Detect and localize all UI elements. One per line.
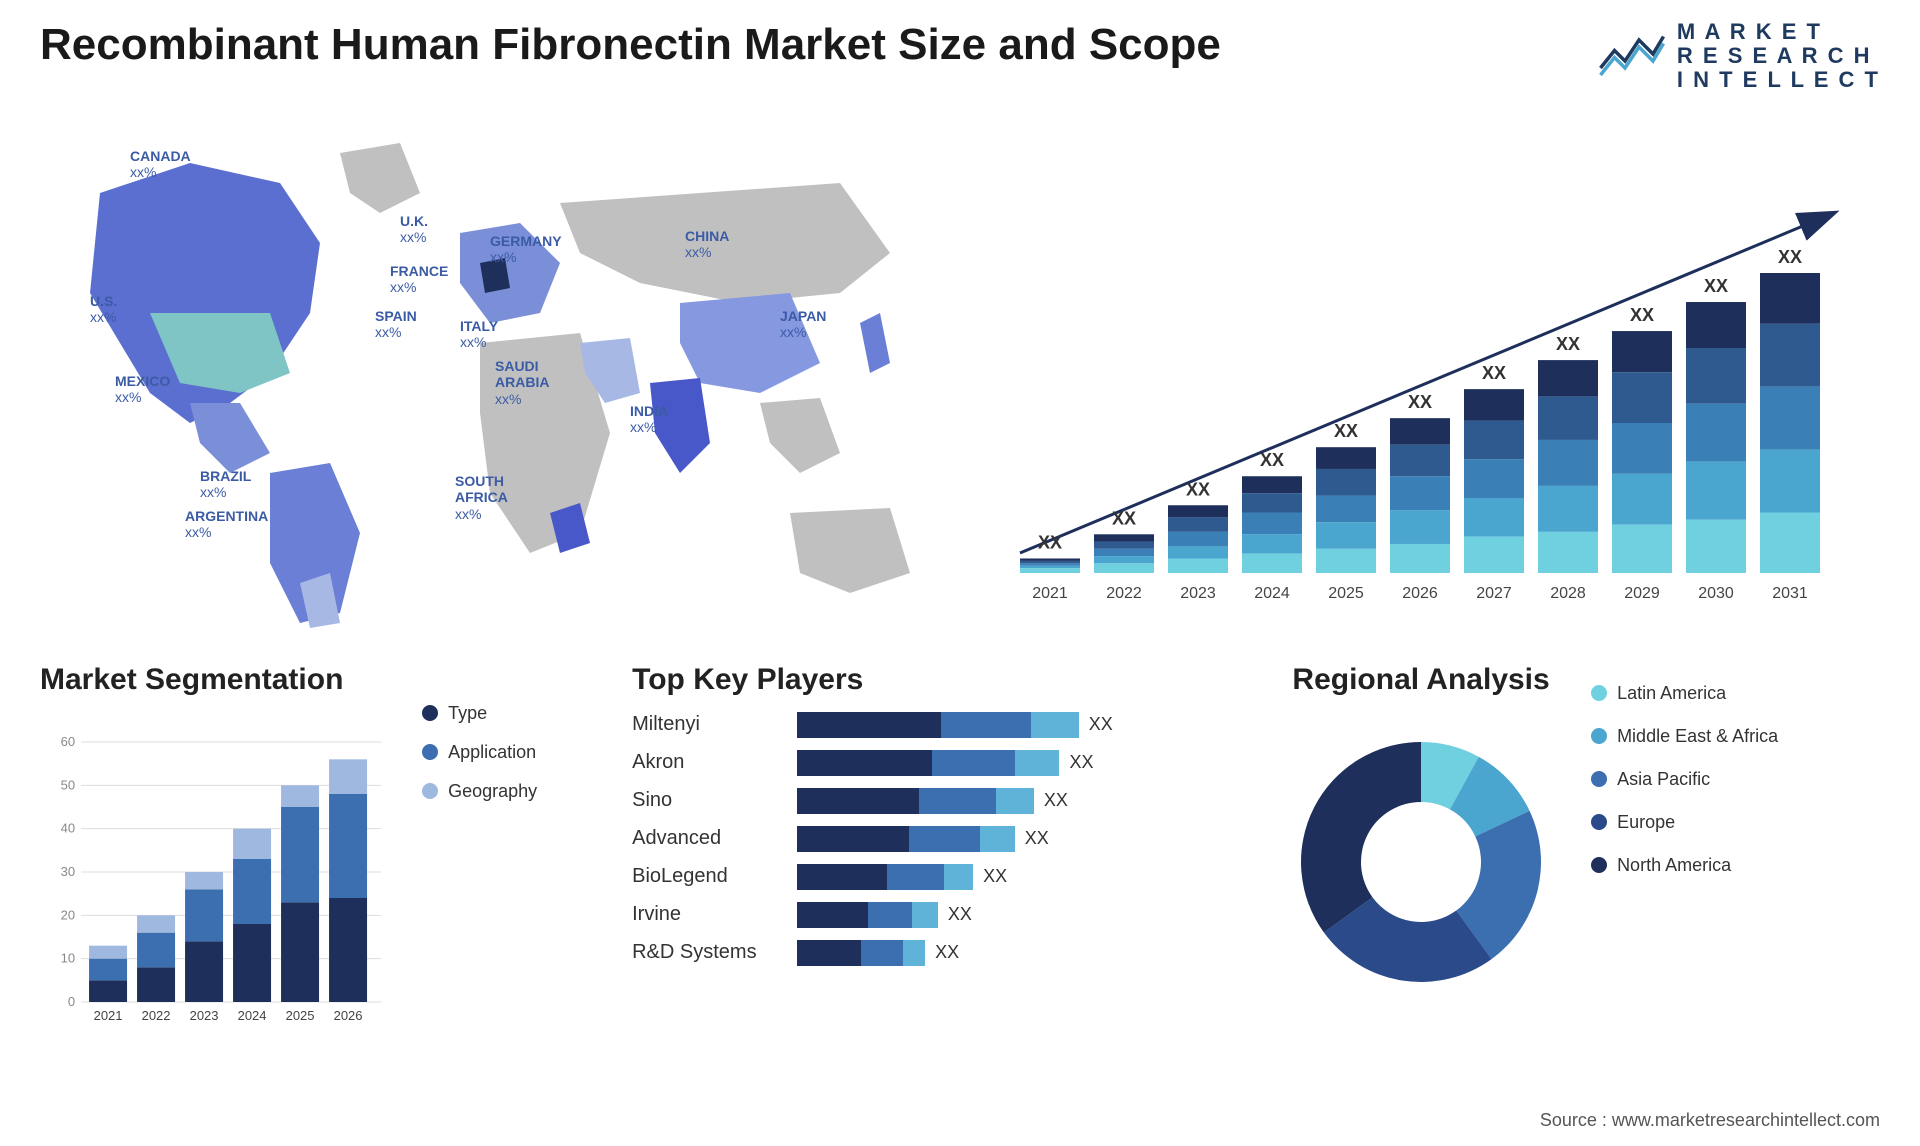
legend-item: Europe bbox=[1591, 812, 1778, 833]
segmentation-title: Market Segmentation bbox=[40, 663, 402, 697]
map-label: MEXICOxx% bbox=[115, 373, 170, 407]
regional-title: Regional Analysis bbox=[1271, 663, 1571, 697]
svg-text:2025: 2025 bbox=[286, 1008, 315, 1023]
player-row: Akron XX bbox=[632, 750, 1241, 776]
map-label: GERMANYxx% bbox=[490, 233, 562, 267]
world-map: CANADAxx% U.S.xx% MEXICOxx% BRAZILxx% ARGENT… bbox=[40, 113, 940, 633]
map-label: U.K.xx% bbox=[400, 213, 428, 247]
player-row: BioLegend XX bbox=[632, 864, 1241, 890]
map-label: FRANCExx% bbox=[390, 263, 448, 297]
regional-legend: Latin America Middle East & Africa Asia Pa… bbox=[1591, 663, 1778, 876]
player-row: R&D Systems XX bbox=[632, 940, 1241, 966]
svg-text:XX: XX bbox=[1334, 421, 1358, 441]
svg-text:2026: 2026 bbox=[334, 1008, 363, 1023]
svg-text:2022: 2022 bbox=[142, 1008, 171, 1023]
svg-text:2021: 2021 bbox=[1032, 585, 1068, 602]
svg-text:20: 20 bbox=[61, 907, 75, 922]
legend-item: North America bbox=[1591, 855, 1778, 876]
svg-text:2030: 2030 bbox=[1698, 585, 1734, 602]
svg-text:2025: 2025 bbox=[1328, 585, 1364, 602]
logo-line3: I N T E L L E C T bbox=[1677, 68, 1880, 92]
svg-text:XX: XX bbox=[1778, 247, 1802, 267]
svg-text:XX: XX bbox=[1556, 334, 1580, 354]
svg-text:2022: 2022 bbox=[1106, 585, 1142, 602]
regional-donut bbox=[1271, 712, 1571, 1012]
map-svg bbox=[40, 113, 940, 633]
player-value: XX bbox=[983, 866, 1007, 887]
map-label: BRAZILxx% bbox=[200, 468, 251, 502]
legend-item: Application bbox=[422, 742, 602, 763]
map-label: U.S.xx% bbox=[90, 293, 117, 327]
legend-item: Type bbox=[422, 703, 602, 724]
svg-text:2031: 2031 bbox=[1772, 585, 1808, 602]
logo-line1: M A R K E T bbox=[1677, 20, 1880, 44]
map-label: CHINAxx% bbox=[685, 228, 729, 262]
svg-text:40: 40 bbox=[61, 820, 75, 835]
player-value: XX bbox=[935, 942, 959, 963]
svg-text:XX: XX bbox=[1482, 363, 1506, 383]
svg-text:2024: 2024 bbox=[238, 1008, 267, 1023]
map-label: CANADAxx% bbox=[130, 148, 191, 182]
source-text: Source : www.marketresearchintellect.com bbox=[1540, 1110, 1880, 1131]
player-value: XX bbox=[1025, 828, 1049, 849]
player-row: Advanced XX bbox=[632, 826, 1241, 852]
player-name: Sino bbox=[632, 789, 782, 812]
page-title: Recombinant Human Fibronectin Market Siz… bbox=[40, 20, 1221, 70]
players-list: Miltenyi XX Akron XX Sino XX Advanced XX… bbox=[632, 712, 1241, 966]
svg-text:10: 10 bbox=[61, 950, 75, 965]
legend-item: Latin America bbox=[1591, 683, 1778, 704]
player-row: Irvine XX bbox=[632, 902, 1241, 928]
svg-text:2021: 2021 bbox=[94, 1008, 123, 1023]
map-label: SAUDIARABIAxx% bbox=[495, 358, 549, 408]
players-title: Top Key Players bbox=[632, 663, 1241, 697]
map-label: SPAINxx% bbox=[375, 308, 417, 342]
map-label: INDIAxx% bbox=[630, 403, 668, 437]
svg-text:2029: 2029 bbox=[1624, 585, 1660, 602]
map-label: SOUTHAFRICAxx% bbox=[455, 473, 508, 523]
player-name: Miltenyi bbox=[632, 713, 782, 736]
player-name: Akron bbox=[632, 751, 782, 774]
svg-text:XX: XX bbox=[1186, 479, 1210, 499]
player-name: Irvine bbox=[632, 903, 782, 926]
legend-item: Asia Pacific bbox=[1591, 769, 1778, 790]
svg-text:XX: XX bbox=[1630, 305, 1654, 325]
player-name: Advanced bbox=[632, 827, 782, 850]
svg-text:2024: 2024 bbox=[1254, 585, 1290, 602]
svg-text:XX: XX bbox=[1260, 450, 1284, 470]
svg-text:2026: 2026 bbox=[1402, 585, 1438, 602]
svg-text:XX: XX bbox=[1038, 532, 1062, 552]
logo-icon bbox=[1597, 29, 1667, 84]
map-label: JAPANxx% bbox=[780, 308, 826, 342]
legend-item: Geography bbox=[422, 781, 602, 802]
growth-chart: XX 2021 XX 2022 XX 2023 XX 2024 XX 2025 XX 2026 XX 20… bbox=[980, 113, 1880, 633]
svg-text:2023: 2023 bbox=[1180, 585, 1216, 602]
svg-text:XX: XX bbox=[1704, 276, 1728, 296]
svg-text:30: 30 bbox=[61, 864, 75, 879]
player-value: XX bbox=[948, 904, 972, 925]
player-row: Miltenyi XX bbox=[632, 712, 1241, 738]
svg-text:50: 50 bbox=[61, 777, 75, 792]
map-label: ITALYxx% bbox=[460, 318, 498, 352]
svg-text:2028: 2028 bbox=[1550, 585, 1586, 602]
player-value: XX bbox=[1070, 752, 1094, 773]
svg-text:0: 0 bbox=[68, 994, 75, 1009]
player-value: XX bbox=[1089, 714, 1113, 735]
brand-logo: M A R K E T R E S E A R C H I N T E L L … bbox=[1597, 20, 1880, 93]
player-name: BioLegend bbox=[632, 865, 782, 888]
svg-text:XX: XX bbox=[1408, 392, 1432, 412]
player-value: XX bbox=[1044, 790, 1068, 811]
svg-text:2027: 2027 bbox=[1476, 585, 1512, 602]
player-row: Sino XX bbox=[632, 788, 1241, 814]
map-label: ARGENTINAxx% bbox=[185, 508, 268, 542]
segmentation-chart: 0 10 20 30 40 50 60 2021 2022 2023 2024 2025 2026 bbox=[40, 712, 402, 1032]
svg-text:60: 60 bbox=[61, 734, 75, 749]
svg-text:2023: 2023 bbox=[190, 1008, 219, 1023]
legend-item: Middle East & Africa bbox=[1591, 726, 1778, 747]
player-name: R&D Systems bbox=[632, 941, 782, 964]
svg-text:XX: XX bbox=[1112, 508, 1136, 528]
logo-line2: R E S E A R C H bbox=[1677, 44, 1880, 68]
segmentation-legend: Type Application Geography bbox=[422, 663, 602, 1083]
